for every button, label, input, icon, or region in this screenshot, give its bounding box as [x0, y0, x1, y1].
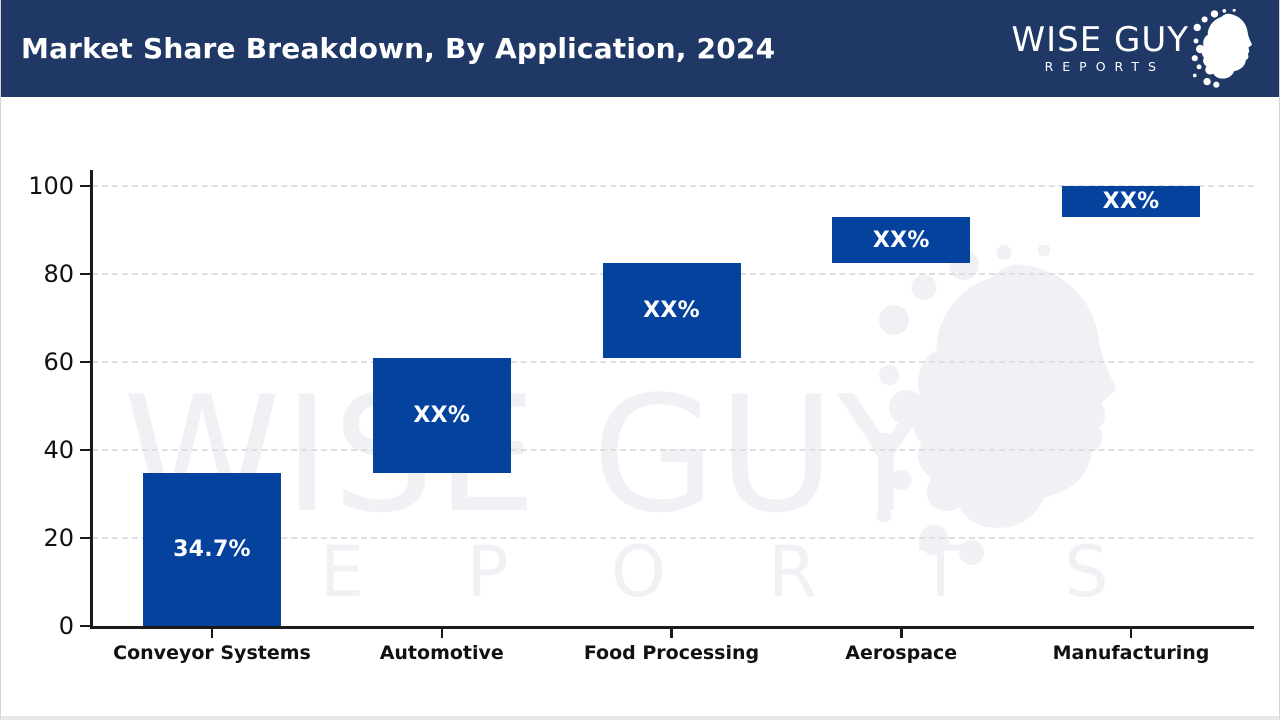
- bar-value-label: XX%: [1102, 189, 1160, 215]
- y-tick-mark: [80, 360, 90, 364]
- logo-text: WISE GUY REPORTS: [1011, 23, 1189, 74]
- y-tick-label: 100: [28, 172, 74, 200]
- y-tick-mark: [80, 184, 90, 188]
- bar-automotive: XX%: [372, 358, 511, 474]
- y-tick-mark: [80, 536, 90, 540]
- x-tick-mark: [440, 628, 443, 638]
- y-tick-label: 60: [43, 348, 74, 376]
- bar-value-label: 34.7%: [173, 537, 251, 563]
- bar-manufacturing: XX%: [1062, 186, 1200, 218]
- x-tick-mark: [1129, 628, 1133, 638]
- header-bar: Market Share Breakdown, By Application, …: [1, 0, 1279, 97]
- x-category-label: Conveyor Systems: [113, 642, 311, 664]
- x-category-label: Manufacturing: [1052, 642, 1210, 664]
- watermark-reports-text: R E P O R T S: [169, 531, 1149, 613]
- axes: 0 20 40 60 80 100 Conveyor Systems Automotive Fo…: [1, 97, 1279, 716]
- bars: 34.7% XX% XX% XX% XX%: [1, 97, 1279, 716]
- y-tick-label: 80: [43, 260, 74, 288]
- x-tick-mark: [900, 628, 903, 638]
- y-tick-label: 40: [43, 436, 74, 464]
- gridline-100: [92, 185, 1254, 187]
- wise-guy-logo: WISE GUY REPORTS: [1011, 8, 1265, 89]
- y-axis-line: [90, 170, 93, 626]
- y-tick-mark: [80, 624, 90, 628]
- x-category-label: Aerospace: [845, 642, 958, 664]
- y-tick-mark: [80, 272, 90, 276]
- logo-reports-text: REPORTS: [1044, 59, 1165, 75]
- y-tick-mark: [80, 448, 90, 452]
- footer-strip: [1, 716, 1279, 720]
- x-tick-mark: [670, 628, 673, 638]
- logo-wiseguy-text: WISE GUY: [1011, 20, 1189, 61]
- bar-value-label: XX%: [643, 298, 700, 324]
- bar-value-label: XX%: [413, 403, 471, 429]
- logo-head-icon: [1191, 8, 1252, 88]
- bar-value-label: XX%: [872, 227, 930, 253]
- bar-food-processing: XX%: [602, 263, 741, 359]
- x-category-label: Food Processing: [583, 642, 760, 664]
- y-tick-label: 0: [58, 612, 74, 640]
- y-tick-label: 20: [43, 524, 74, 552]
- chart-title: Market Share Breakdown, By Application, …: [21, 32, 776, 65]
- x-tick-mark: [210, 628, 214, 638]
- gridline-20: [92, 537, 1254, 539]
- plot-area: WISE GUY R E P O R T S 0 20 40 60 80 100 Conve…: [1, 97, 1279, 716]
- x-axis-line: [90, 626, 1254, 629]
- bar-conveyor-systems: 34.7%: [143, 473, 281, 626]
- gridline-40: [92, 449, 1254, 451]
- x-category-label: Automotive: [379, 642, 504, 664]
- gridline-60: [92, 361, 1254, 363]
- bar-aerospace: XX%: [832, 217, 971, 264]
